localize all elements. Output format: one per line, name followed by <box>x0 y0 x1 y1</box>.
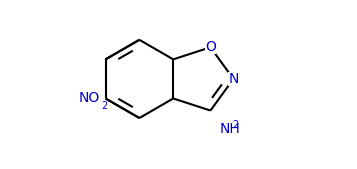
Text: N: N <box>228 72 238 86</box>
Text: NH: NH <box>220 122 240 136</box>
Text: O: O <box>205 40 216 54</box>
Text: 2: 2 <box>101 101 107 111</box>
Text: 2: 2 <box>232 120 238 130</box>
Text: NO: NO <box>79 91 100 105</box>
